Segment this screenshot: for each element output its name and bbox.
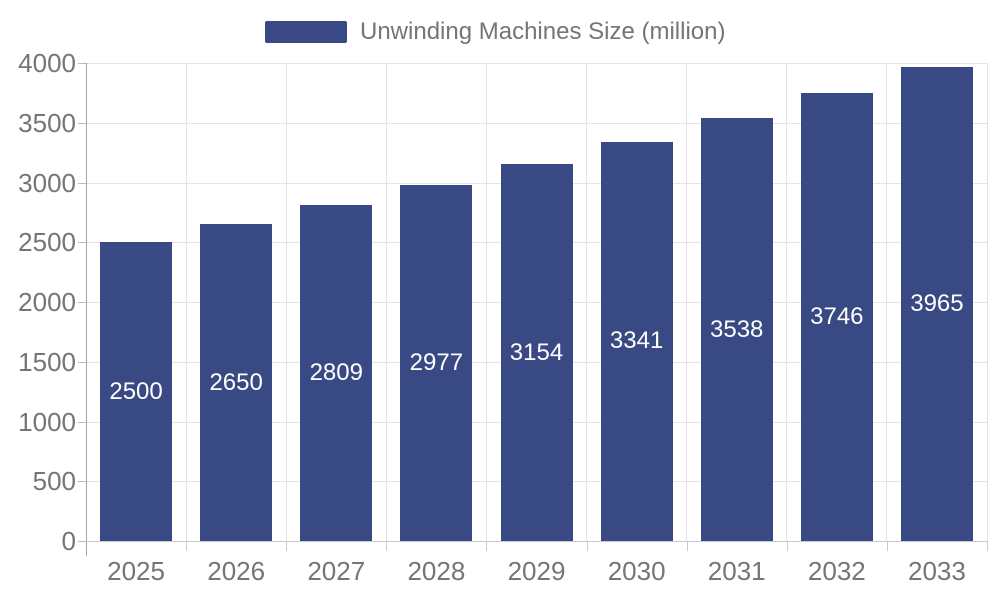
- gridline-v: [285, 63, 287, 541]
- x-axis-label: 2026: [207, 556, 266, 586]
- bar-value-label: 3746: [810, 303, 864, 331]
- gridline-h: [86, 122, 987, 124]
- x-axis-tick: [286, 541, 288, 551]
- gridline-v: [185, 63, 187, 541]
- x-axis-label: 2025: [107, 556, 165, 586]
- bar[interactable]: 2977: [400, 185, 473, 541]
- bar[interactable]: 2809: [300, 205, 373, 541]
- gridline-v: [986, 63, 988, 541]
- bar[interactable]: 3746: [800, 93, 873, 541]
- gridline-v: [385, 63, 387, 541]
- gridline-v: [485, 63, 487, 541]
- y-axis-label: 1000: [18, 406, 76, 437]
- x-axis-label: 2030: [607, 556, 666, 586]
- y-axis-label: 3500: [18, 107, 76, 138]
- bar-value-label: 3538: [710, 315, 764, 343]
- y-axis-tick: [78, 182, 86, 184]
- bar[interactable]: 3538: [700, 118, 773, 541]
- y-axis-label: 3000: [18, 167, 76, 198]
- y-axis-label: 500: [32, 466, 76, 497]
- y-axis-tick: [78, 481, 86, 483]
- y-axis-tick: [78, 63, 86, 64]
- x-axis-tick: [386, 541, 388, 551]
- gridline-v: [786, 63, 788, 541]
- legend-swatch: [265, 21, 347, 43]
- y-axis-tick: [78, 302, 86, 303]
- x-axis-tick: [786, 541, 788, 551]
- y-axis-label: 2000: [18, 287, 76, 317]
- bar[interactable]: 3154: [500, 164, 573, 541]
- gridline-h: [86, 63, 987, 64]
- bar-value-label: 3965: [910, 290, 964, 318]
- bar[interactable]: 3341: [600, 141, 673, 541]
- x-axis-label: 2027: [307, 556, 366, 586]
- x-axis-tick: [186, 541, 188, 551]
- y-axis-tick: [78, 122, 86, 124]
- legend-label: Unwinding Machines Size (million): [360, 18, 726, 45]
- x-axis-label: 2028: [407, 556, 466, 586]
- x-axis-tick: [686, 541, 688, 551]
- y-axis-line: [86, 63, 87, 556]
- x-axis-label: 2032: [807, 556, 866, 586]
- y-axis-tick: [78, 242, 86, 244]
- x-axis-label: 2031: [707, 556, 766, 586]
- bar-value-label: 2500: [109, 377, 163, 405]
- bar-value-label: 2977: [409, 349, 464, 377]
- bar[interactable]: 2650: [200, 224, 273, 541]
- y-axis-label: 0: [61, 526, 76, 556]
- gridline-v: [886, 63, 888, 541]
- bar[interactable]: 3965: [900, 67, 973, 541]
- bar-value-label: 2650: [209, 368, 263, 396]
- y-axis-tick: [78, 361, 86, 363]
- y-axis-label: 2500: [18, 227, 76, 258]
- legend-item[interactable]: Unwinding Machines Size (million): [265, 18, 726, 45]
- x-axis-tick: [886, 541, 888, 551]
- gridline-v: [686, 63, 688, 541]
- bar-value-label: 3341: [609, 327, 664, 355]
- x-axis-tick: [987, 541, 988, 551]
- x-axis-label: 2029: [507, 556, 566, 586]
- y-axis-label: 4000: [18, 48, 76, 78]
- x-axis-label: 2033: [908, 556, 966, 586]
- x-axis-tick: [486, 541, 488, 551]
- bar[interactable]: 2500: [100, 242, 173, 541]
- x-axis-tick: [586, 541, 588, 551]
- bar-value-label: 2809: [309, 359, 363, 387]
- y-axis-tick: [78, 421, 86, 423]
- y-axis-label: 1500: [18, 346, 76, 377]
- gridline-v: [586, 63, 588, 541]
- y-axis-tick: [78, 541, 86, 542]
- bar-value-label: 3154: [509, 338, 564, 366]
- x-axis-line: [86, 541, 987, 542]
